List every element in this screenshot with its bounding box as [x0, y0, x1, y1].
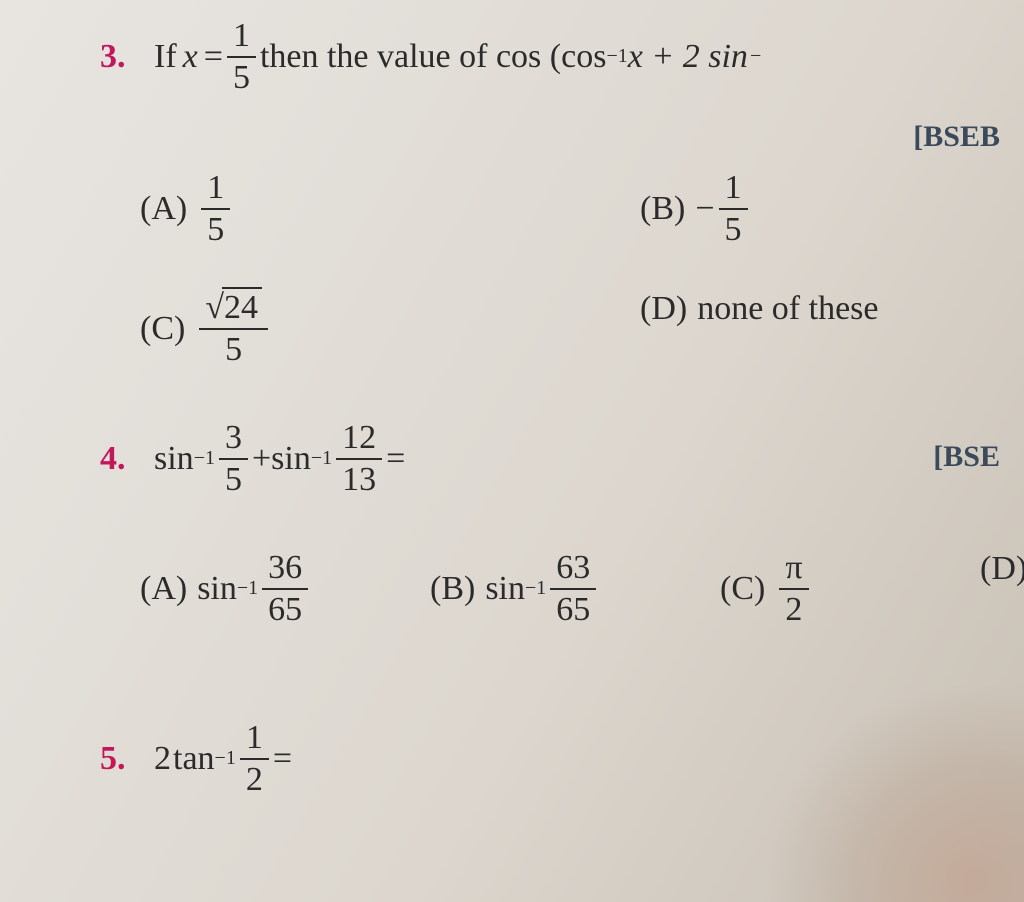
- q4-f2-num: 12: [336, 420, 382, 460]
- q4-optB-fn: sin: [485, 570, 525, 608]
- q4-eq: =: [386, 440, 405, 478]
- q3-optC-den: 5: [219, 330, 248, 368]
- q3-optA-frac: 1 5: [201, 170, 230, 247]
- sqrt-icon: 24: [205, 290, 262, 326]
- q3-optC-frac: 24 5: [199, 290, 268, 367]
- q3-number: 3.: [100, 38, 136, 76]
- q5-frac: 1 2: [240, 720, 269, 797]
- q3-option-d: (D) none of these: [640, 290, 878, 328]
- page: 3. If x = 1 5 then the value of cos (cos…: [40, 0, 1000, 902]
- q4-sin1: sin: [154, 440, 194, 478]
- q4-f2-den: 13: [336, 460, 382, 498]
- q3-optB-frac: 1 5: [719, 170, 748, 247]
- q4-optA-fn: sin: [197, 570, 237, 608]
- q3-option-a: (A) 1 5: [140, 170, 234, 247]
- q4-optB-label: (B): [430, 570, 475, 608]
- q4-optC-num: π: [779, 550, 808, 590]
- q4-optA-num: 36: [262, 550, 308, 590]
- q4-source-tag: [BSE: [933, 440, 1000, 474]
- q3-optC-num-wrap: 24: [199, 290, 268, 330]
- q3-frac-num: 1: [227, 18, 256, 58]
- q3-optA-den: 5: [201, 210, 230, 248]
- q4-optB-num: 63: [550, 550, 596, 590]
- q4-frac2: 12 13: [336, 420, 382, 497]
- q4-optD-label: (D): [980, 550, 1024, 588]
- q4-optB-den: 65: [550, 590, 596, 628]
- q4-sup2: −1: [311, 447, 332, 470]
- q5-eq: =: [273, 740, 292, 778]
- q4-option-b: (B) sin −1 63 65: [430, 550, 600, 627]
- q3-option-c: (C) 24 5: [140, 290, 272, 367]
- q3-optC-label: (C): [140, 310, 185, 348]
- q4-optB-sup: −1: [525, 577, 546, 600]
- q4-optC-den: 2: [779, 590, 808, 628]
- q3-fraction-1-5: 1 5: [227, 18, 256, 95]
- q4-f1-den: 5: [219, 460, 248, 498]
- q3-optB-label: (B): [640, 190, 685, 228]
- q4-f1-num: 3: [219, 420, 248, 460]
- q4-optC-label: (C): [720, 570, 765, 608]
- q3-optB-num: 1: [719, 170, 748, 210]
- q3-stem: 3. If x = 1 5 then the value of cos (cos…: [100, 18, 1000, 95]
- q4-option-c: (C) π 2: [720, 550, 813, 627]
- q4-frac1: 3 5: [219, 420, 248, 497]
- q5-stem: 5. 2 tan −1 1 2 =: [100, 720, 1000, 797]
- q3-text-after: x + 2 sin: [628, 38, 748, 76]
- q5-f-num: 1: [240, 720, 269, 760]
- q3-sup-1: −1: [606, 45, 627, 68]
- q4-option-d: (D): [980, 550, 1024, 588]
- q4-plus: +: [252, 440, 271, 478]
- q5-fn: tan: [173, 740, 215, 778]
- q3-optB-den: 5: [719, 210, 748, 248]
- q3-var-x: x: [183, 38, 198, 76]
- q4-stem: 4. sin −1 3 5 + sin −1 12 13 =: [100, 420, 1000, 497]
- q3-sup-trailing: −: [750, 45, 761, 68]
- q3-optD-text: none of these: [697, 290, 878, 328]
- q4-optC-frac: π 2: [779, 550, 808, 627]
- q4-optA-frac: 36 65: [262, 550, 308, 627]
- q3-optC-radicand: 24: [222, 287, 262, 326]
- q4-optB-frac: 63 65: [550, 550, 596, 627]
- q3-optB-minus: −: [695, 190, 714, 228]
- q4-optA-sup: −1: [237, 577, 258, 600]
- q4-option-a: (A) sin −1 36 65: [140, 550, 312, 627]
- q4-number: 4.: [100, 440, 136, 478]
- q4-optA-label: (A): [140, 570, 187, 608]
- q3-source-tag: [BSEB: [913, 120, 1000, 154]
- q5-coef: 2: [154, 740, 171, 778]
- q3-frac-den: 5: [227, 58, 256, 96]
- q5-f-den: 2: [240, 760, 269, 798]
- q3-equals: =: [204, 38, 223, 76]
- q3-optA-label: (A): [140, 190, 187, 228]
- q5-number: 5.: [100, 740, 136, 778]
- q4-sin2: sin: [271, 440, 311, 478]
- q4-sup1: −1: [194, 447, 215, 470]
- q3-text-if: If: [154, 38, 177, 76]
- q3-optA-num: 1: [201, 170, 230, 210]
- q4-optA-den: 65: [262, 590, 308, 628]
- q3-text-mid: then the value of cos (cos: [260, 38, 607, 76]
- q3-option-b: (B) − 1 5: [640, 170, 752, 247]
- q3-optD-label: (D): [640, 290, 687, 328]
- q5-sup: −1: [215, 747, 236, 770]
